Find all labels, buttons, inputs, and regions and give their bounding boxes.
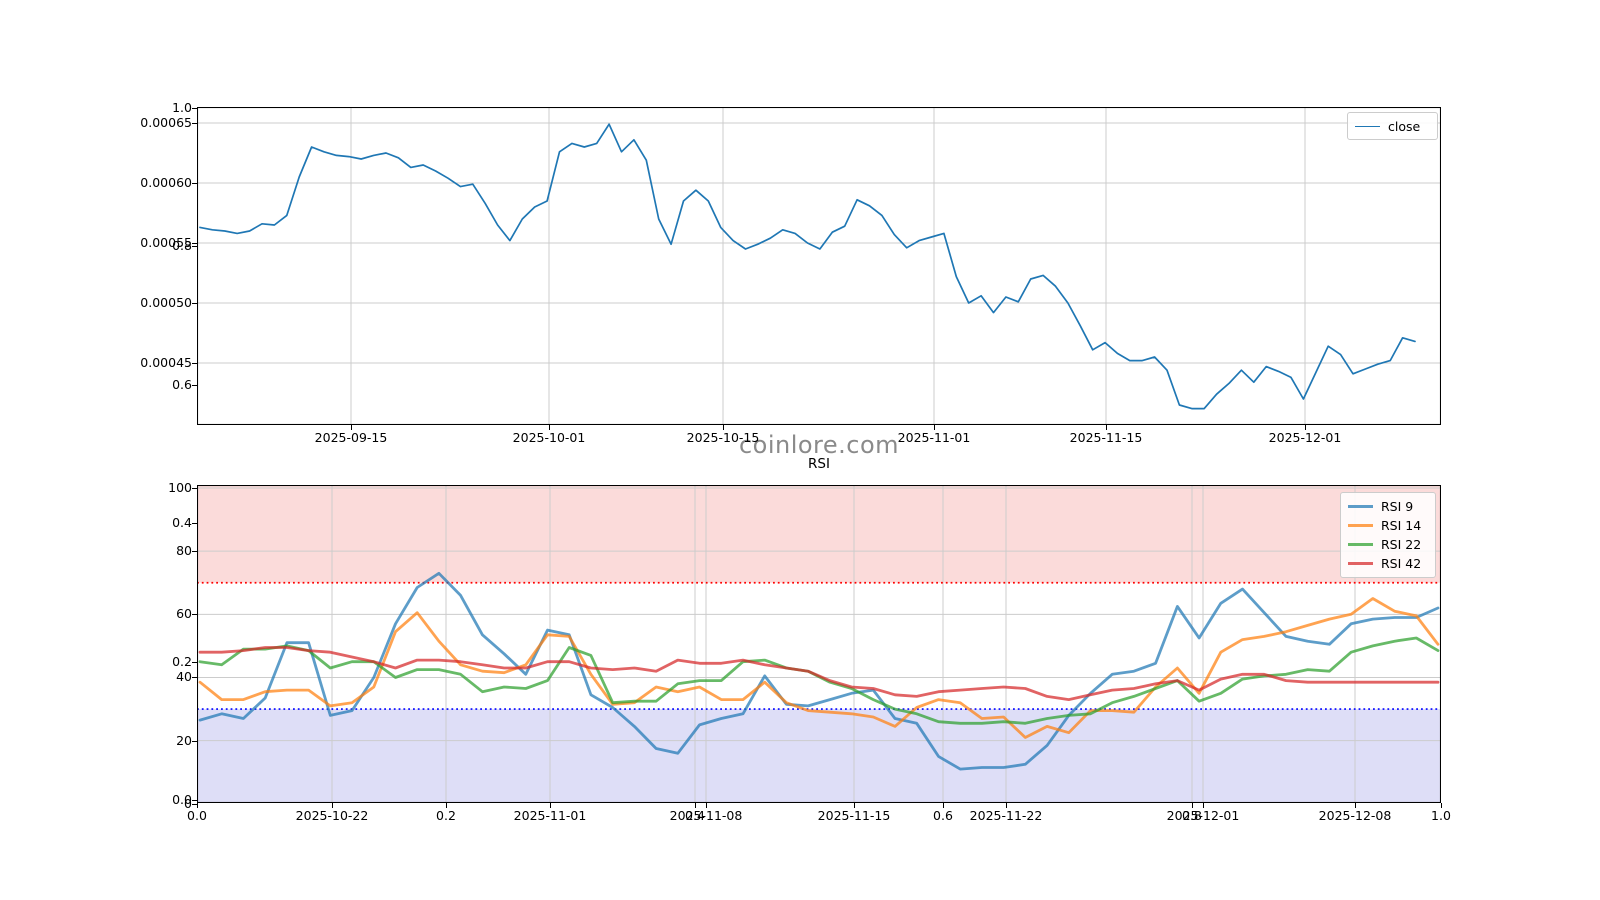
axis-tick	[192, 662, 197, 663]
price-x-tick-label: 2025-12-01	[1268, 430, 1342, 445]
axis-tick	[192, 363, 197, 364]
rsi-x-tick-label: 2025-11-15	[817, 808, 891, 823]
axis-tick	[192, 385, 197, 386]
rsi14-line-sample-icon	[1348, 524, 1373, 527]
axis-tick	[192, 123, 197, 124]
rsi-chart-plot	[197, 485, 1441, 803]
rsi9-line-sample-icon	[1348, 505, 1373, 508]
rsi-legend: RSI 9 RSI 14 RSI 22 RSI 42	[1340, 492, 1436, 578]
axis-tick	[934, 425, 935, 430]
axis-tick	[1203, 803, 1204, 808]
rsi42-line-sample-icon	[1348, 562, 1373, 565]
watermark: coinlore.com	[738, 431, 900, 459]
rsi-y-tick-label: 40	[176, 669, 192, 685]
rsi-x-tick-label: 2025-11-08	[669, 808, 743, 823]
axis-tick	[1106, 425, 1107, 430]
axis-tick	[446, 803, 447, 808]
rsi-y-tick-label: 60	[176, 606, 192, 622]
price-y-tick-label: 0.00065	[140, 115, 192, 130]
axis-tick	[192, 243, 197, 244]
axis-tick	[1006, 803, 1007, 808]
axis-tick	[332, 803, 333, 808]
axis-tick	[192, 246, 197, 247]
axis-tick	[192, 551, 197, 553]
rsi-x-tick-label: 2025-12-01	[1166, 808, 1240, 823]
axis-tick	[351, 425, 352, 430]
secondary-x-tick-label: 0.6	[933, 808, 953, 823]
legend-label-rsi14: RSI 14	[1381, 518, 1422, 533]
price-y-tick-label: 0.00050	[140, 295, 192, 310]
legend-label-close: close	[1388, 118, 1421, 134]
axis-tick	[1355, 803, 1356, 808]
axis-tick	[695, 803, 696, 808]
price-x-tick-label: 2025-10-15	[686, 430, 760, 445]
series-line	[198, 646, 1440, 702]
secondary-y-tick-label: 0.0	[172, 792, 192, 807]
axis-tick	[943, 803, 944, 808]
series-line	[198, 597, 1440, 739]
secondary-x-tick-label: 0.4	[685, 808, 705, 823]
price-chart-plot	[197, 107, 1441, 425]
axis-tick	[854, 803, 855, 808]
price-y-tick-label: 0.00055	[140, 235, 192, 250]
secondary-y-tick-label: 1.0	[172, 100, 192, 115]
rsi-x-tick-label: 2025-10-22	[295, 808, 369, 823]
axis-tick	[550, 803, 551, 808]
price-x-tick-label: 2025-10-01	[512, 430, 586, 445]
secondary-x-tick-label: 0.0	[187, 808, 207, 823]
axis-tick	[192, 523, 197, 524]
close-line-sample-icon	[1355, 125, 1380, 127]
price-y-tick-label: 0.00045	[140, 355, 192, 370]
secondary-x-tick-label: 0.2	[436, 808, 456, 823]
legend-label-rsi22: RSI 22	[1381, 537, 1422, 552]
axis-tick	[723, 425, 724, 430]
price-y-tick-label: 0.00060	[140, 175, 192, 190]
axis-tick	[706, 803, 707, 808]
axis-tick	[192, 803, 197, 805]
legend-row-rsi22: RSI 22	[1348, 535, 1427, 554]
secondary-y-tick-label: 0.4	[172, 515, 192, 530]
axis-tick	[192, 740, 197, 742]
legend-label-rsi42: RSI 42	[1381, 556, 1422, 571]
price-x-tick-label: 2025-09-15	[314, 430, 388, 445]
rsi-x-tick-label: 2025-12-08	[1318, 808, 1392, 823]
axis-tick	[192, 488, 197, 489]
secondary-y-tick-label: 0.8	[172, 238, 192, 253]
legend-row-rsi9: RSI 9	[1348, 497, 1427, 516]
rsi-chart-title: RSI	[808, 456, 830, 472]
axis-tick	[192, 614, 197, 616]
axis-tick	[192, 108, 197, 109]
axis-tick	[1192, 803, 1193, 808]
axis-tick	[197, 803, 198, 808]
legend-row-rsi42: RSI 42	[1348, 554, 1427, 573]
secondary-y-tick-label: 0.2	[172, 654, 192, 669]
secondary-x-tick-label: 0.8	[1182, 808, 1202, 823]
axis-tick	[192, 183, 197, 184]
axis-tick	[192, 303, 197, 304]
legend-label-rsi9: RSI 9	[1381, 499, 1414, 514]
secondary-y-tick-label: 0.6	[172, 377, 192, 392]
axis-tick	[1305, 425, 1306, 430]
legend-row-close: close	[1355, 117, 1429, 136]
rsi-x-tick-label: 2025-11-01	[513, 808, 587, 823]
axis-tick	[192, 800, 197, 801]
price-x-tick-label: 2025-11-01	[897, 430, 971, 445]
series-line	[198, 571, 1440, 771]
rsi-x-tick-label: 2025-11-22	[969, 808, 1043, 823]
rsi22-line-sample-icon	[1348, 543, 1373, 546]
rsi-y-tick-label: 100	[168, 480, 192, 495]
rsi-y-tick-label: 80	[176, 543, 192, 559]
axis-tick	[549, 425, 550, 430]
price-legend: close	[1347, 112, 1438, 140]
legend-row-rsi14: RSI 14	[1348, 516, 1427, 535]
series-line	[199, 123, 1416, 410]
axis-tick	[192, 677, 197, 679]
rsi-y-tick-label: 0	[184, 795, 192, 811]
price-x-tick-label: 2025-11-15	[1069, 430, 1143, 445]
axis-tick	[1441, 803, 1442, 808]
secondary-x-tick-label: 1.0	[1431, 808, 1451, 823]
rsi-y-tick-label: 20	[176, 732, 192, 748]
